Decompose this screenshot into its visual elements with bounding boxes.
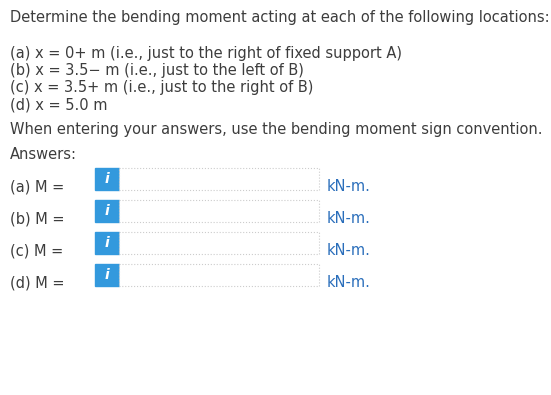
Text: kN-m.: kN-m. <box>327 275 371 290</box>
Text: i: i <box>105 172 110 186</box>
Bar <box>119 200 319 222</box>
Text: kN-m.: kN-m. <box>327 179 371 194</box>
Text: (c) M =: (c) M = <box>10 243 68 258</box>
Bar <box>119 168 319 190</box>
Bar <box>95 264 119 286</box>
Text: (b) x = 3.5− m (i.e., just to the left of B): (b) x = 3.5− m (i.e., just to the left o… <box>10 63 304 78</box>
Text: (d) x = 5.0 m: (d) x = 5.0 m <box>10 97 107 112</box>
Bar <box>95 200 119 222</box>
Text: Answers:: Answers: <box>10 147 77 162</box>
Text: (c) x = 3.5+ m (i.e., just to the right of B): (c) x = 3.5+ m (i.e., just to the right … <box>10 80 314 95</box>
Text: Determine the bending moment acting at each of the following locations:: Determine the bending moment acting at e… <box>10 10 550 25</box>
Bar <box>119 232 319 254</box>
Text: (a) M =: (a) M = <box>10 179 69 194</box>
Text: i: i <box>105 236 110 250</box>
Text: When entering your answers, use the bending moment sign convention.: When entering your answers, use the bend… <box>10 122 543 137</box>
Text: (b) M =: (b) M = <box>10 211 69 226</box>
Text: i: i <box>105 204 110 218</box>
Text: (a) x = 0+ m (i.e., just to the right of fixed support A): (a) x = 0+ m (i.e., just to the right of… <box>10 46 402 61</box>
Bar <box>119 264 319 286</box>
Bar <box>95 232 119 254</box>
Text: i: i <box>105 268 110 282</box>
Text: (d) M =: (d) M = <box>10 275 69 290</box>
Text: kN-m.: kN-m. <box>327 211 371 226</box>
Text: kN-m.: kN-m. <box>327 243 371 258</box>
Bar <box>95 168 119 190</box>
